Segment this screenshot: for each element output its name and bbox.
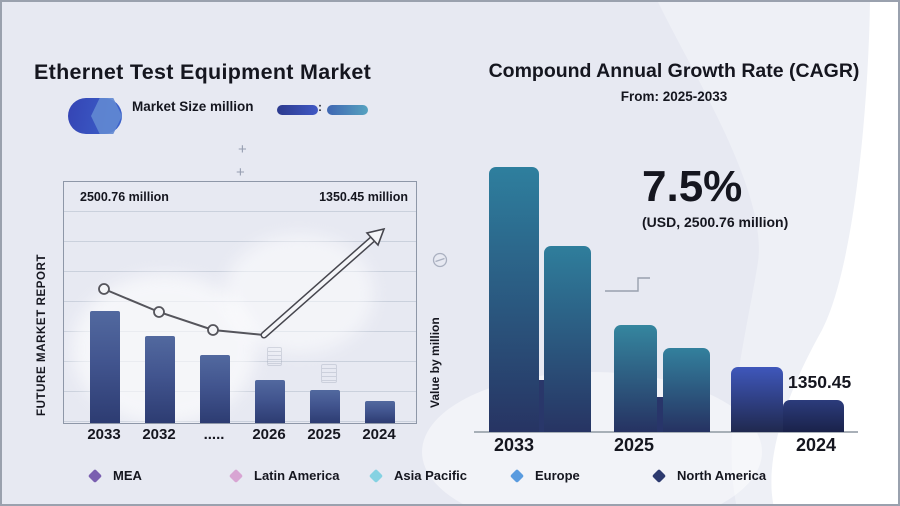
market-bar-..... (200, 355, 230, 423)
cagr-xlabel-2033: 2033 (493, 435, 535, 455)
legend-diamond-icon (651, 468, 667, 483)
legend-label: Europe (535, 468, 580, 483)
cagr-subtitle: From: 2025-2033 (620, 89, 728, 104)
cagr-bar-merge-2033 (539, 380, 544, 432)
cagr-bar-2025-right (663, 348, 710, 432)
legend-diamond-icon (509, 468, 525, 483)
market-xlabel-.....: ..... (203, 426, 225, 443)
legend-label: MEA (113, 468, 142, 483)
market-xlabel-2025: 2025 (307, 426, 341, 443)
cagr-xlabel-2025: 2025 (613, 435, 655, 455)
pill-separator: : (318, 100, 322, 114)
legend-diamond-icon (368, 468, 384, 483)
cagr-value: 7.5% (642, 162, 743, 211)
pill-badge-dark (277, 105, 318, 115)
cloud-blob (224, 234, 374, 354)
market-xlabel-2033: 2033 (87, 426, 121, 443)
market-xlabel-2032: 2032 (142, 426, 176, 443)
legend-item-mea: MEA (87, 468, 142, 483)
series-label: Market Size million (132, 99, 254, 114)
value-label-2024: 1350.45 (788, 372, 852, 392)
cagr-bar-merge-2025 (657, 397, 663, 432)
market-size-icon (68, 98, 122, 134)
legend-label: Latin America (254, 468, 340, 483)
legend-diamond-icon (87, 468, 103, 483)
cagr-bar-2024-right (783, 400, 844, 432)
clipboard-watermark-icon (321, 364, 337, 383)
legend-label: North America (677, 468, 767, 483)
cagr-title: Compound Annual Growth Rate (CAGR) (488, 60, 860, 82)
legend-diamond-icon (228, 468, 244, 483)
legend-item-latin-america: Latin America (228, 468, 340, 483)
cagr-bar-2024-left (731, 367, 783, 432)
market-bar-2024 (365, 401, 395, 423)
step-annotation-line (605, 277, 650, 292)
market-bar-2032 (145, 336, 175, 423)
market-xlabel-2026: 2026 (252, 426, 286, 443)
cagr-bar-2033-left (489, 167, 539, 432)
market-bar-2026 (255, 380, 285, 423)
cagr-bar-2033-right (544, 246, 591, 432)
circle-minus-icon (432, 252, 448, 268)
right-chart-axis-line (474, 431, 858, 433)
cagr-xlabel-2024: 2024 (795, 435, 837, 455)
cagr-detail: (USD, 2500.76 million) (642, 214, 789, 230)
market-chart-plot: 2500.76 million 1350.45 million (63, 181, 417, 424)
legend-item-asia-pacific: Asia Pacific (368, 468, 467, 483)
market-bar-2033 (90, 311, 120, 423)
legend: MEA Latin America Asia Pacific Europe North … (2, 468, 898, 492)
clipboard-watermark-icon (267, 347, 282, 366)
market-bar-2025 (310, 390, 340, 423)
left-axis-title: FUTURE MARKET REPORT (36, 253, 48, 416)
value-annotation-left: 2500.76 million (80, 190, 169, 204)
plus-icon: + (236, 164, 245, 181)
cagr-bar-2025-left (614, 325, 657, 432)
right-axis-title: Value by million (428, 317, 442, 408)
legend-label: Asia Pacific (394, 468, 467, 483)
market-xlabel-2024: 2024 (362, 426, 396, 443)
pill-badge-teal (327, 105, 368, 115)
legend-item-north-america: North America (651, 468, 767, 483)
plus-icon: + (238, 141, 247, 158)
value-annotation-right: 1350.45 million (319, 190, 408, 204)
hexagon-icon (91, 98, 122, 134)
page-title: Ethernet Test Equipment Market (34, 60, 372, 84)
legend-item-europe: Europe (509, 468, 580, 483)
